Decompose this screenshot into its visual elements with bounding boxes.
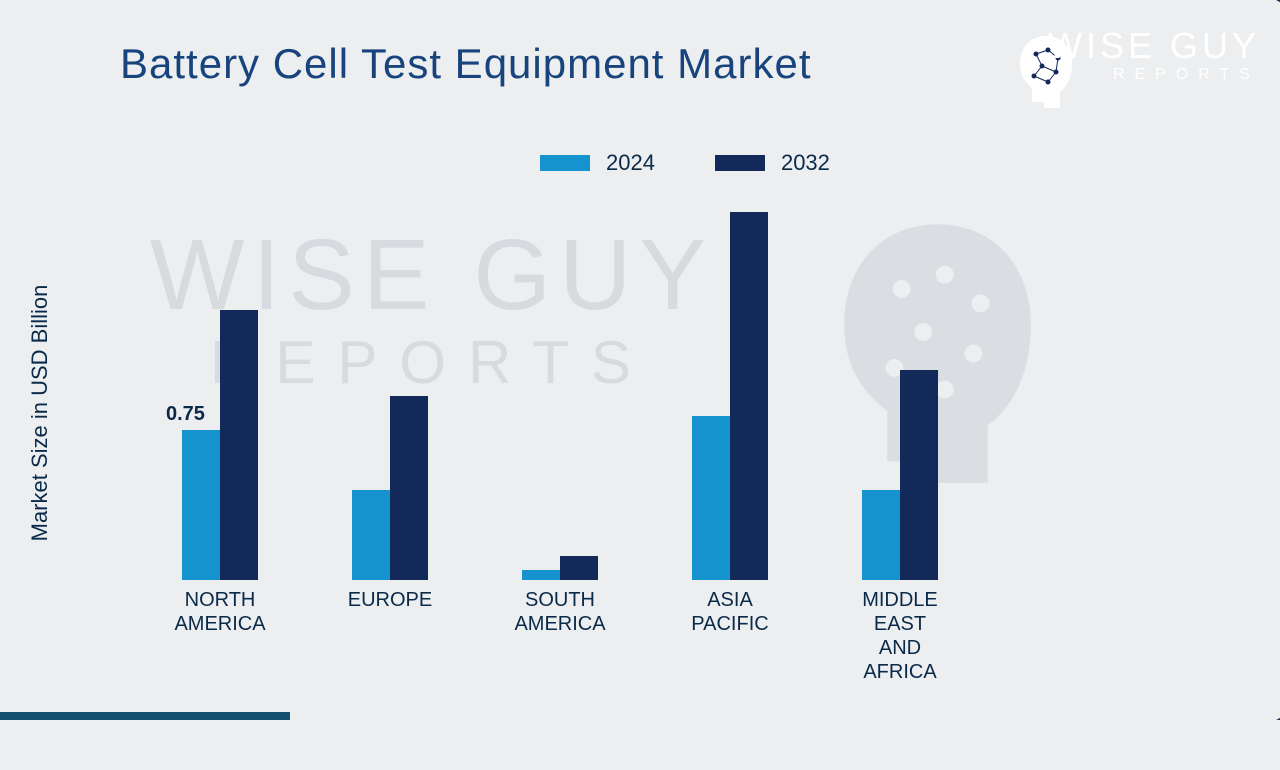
logo-line2: REPORTS [1048, 66, 1260, 84]
legend-label-2024: 2024 [606, 150, 655, 176]
bar-group [340, 396, 440, 580]
legend-label-2032: 2032 [781, 150, 830, 176]
bar-group [850, 370, 950, 580]
bar-group: 0.75 [170, 310, 270, 580]
bar [692, 416, 730, 580]
bottom-accent-bar [0, 712, 290, 720]
logo-line1: WISE GUY [1048, 28, 1260, 64]
bar [182, 430, 220, 580]
x-axis-labels: NORTHAMERICA EUROPE SOUTHAMERICA ASIAPACIFI… [140, 588, 1000, 688]
x-axis-category-label: EUROPE [325, 588, 455, 612]
y-axis-label: Market Size in USD Billion [27, 285, 53, 542]
legend-item-2032: 2032 [715, 150, 830, 176]
bar-group [510, 556, 610, 580]
bar-group [680, 212, 780, 580]
bar [730, 212, 768, 580]
wiseguy-logo: WISE GUY REPORTS [1048, 28, 1260, 84]
bar [352, 490, 390, 580]
right-panel [1050, 0, 1280, 720]
plot-area: 0.75 [140, 200, 1000, 580]
x-axis-category-label: ASIAPACIFIC [665, 588, 795, 636]
bar [560, 556, 598, 580]
legend-item-2024: 2024 [540, 150, 655, 176]
bar [220, 310, 258, 580]
chart-container: 2024 2032 Market Size in USD Billion 0.7… [60, 150, 1020, 690]
bar [900, 370, 938, 580]
legend-swatch-2024 [540, 155, 590, 171]
chart-legend: 2024 2032 [540, 150, 830, 176]
x-axis-category-label: MIDDLEEASTANDAFRICA [835, 588, 965, 684]
bar-data-label: 0.75 [166, 403, 205, 426]
chart-title: Battery Cell Test Equipment Market [120, 40, 812, 88]
x-axis-category-label: NORTHAMERICA [155, 588, 285, 636]
x-axis-category-label: SOUTHAMERICA [495, 588, 625, 636]
bar [522, 570, 560, 580]
bar [390, 396, 428, 580]
legend-swatch-2032 [715, 155, 765, 171]
bar [862, 490, 900, 580]
